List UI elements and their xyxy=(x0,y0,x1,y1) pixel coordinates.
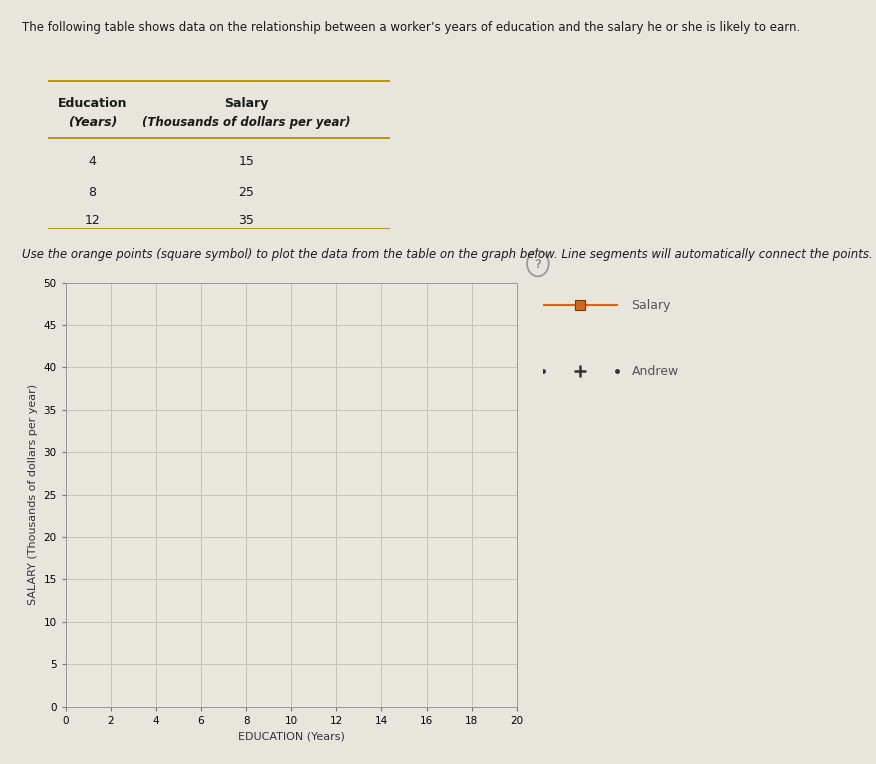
Text: 35: 35 xyxy=(238,213,254,227)
X-axis label: EDUCATION (Years): EDUCATION (Years) xyxy=(237,731,345,741)
Text: Andrew: Andrew xyxy=(632,364,679,378)
Text: Salary: Salary xyxy=(632,299,671,312)
Text: ?: ? xyxy=(534,257,541,270)
Text: 15: 15 xyxy=(238,155,254,169)
Text: 8: 8 xyxy=(88,186,96,199)
Text: The following table shows data on the relationship between a worker’s years of e: The following table shows data on the re… xyxy=(22,21,800,34)
Text: 4: 4 xyxy=(88,155,96,169)
Text: Education: Education xyxy=(58,97,127,111)
Text: Salary: Salary xyxy=(224,97,269,111)
Text: 25: 25 xyxy=(238,186,254,199)
Text: (Thousands of dollars per year): (Thousands of dollars per year) xyxy=(142,115,350,129)
Y-axis label: SALARY (Thousands of dollars per year): SALARY (Thousands of dollars per year) xyxy=(28,384,38,605)
Text: Use the orange points (square symbol) to plot the data from the table on the gra: Use the orange points (square symbol) to… xyxy=(22,248,872,261)
Text: (Years): (Years) xyxy=(68,115,117,129)
Text: 12: 12 xyxy=(85,213,101,227)
